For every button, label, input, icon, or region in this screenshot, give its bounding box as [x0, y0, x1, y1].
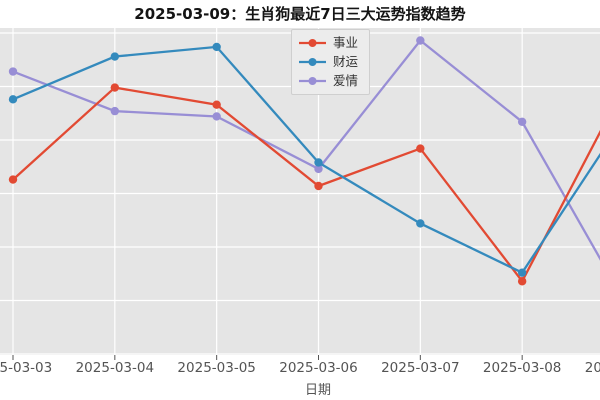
series-career [8, 83, 600, 286]
x-axis-label: 2025-03-03 [0, 360, 53, 376]
chart-title: 2025-03-09：生肖狗最近7日三大运势指数趋势 [134, 5, 466, 23]
data-point-marker [416, 219, 425, 228]
data-point-marker [517, 268, 527, 277]
legend-line-marker-icon [299, 39, 326, 47]
data-point-marker [110, 106, 120, 116]
x-axis-label: 2025-03-06 [279, 360, 358, 376]
data-point-marker [314, 158, 323, 167]
data-point-marker [8, 95, 18, 104]
data-point-marker [8, 67, 18, 76]
series-wealth [8, 42, 600, 277]
legend-item-label: 财运 [333, 53, 359, 69]
data-point-marker [110, 83, 120, 92]
data-point-marker [110, 52, 120, 61]
legend-item: 财运 [299, 53, 358, 71]
data-point-marker [212, 42, 221, 52]
legend-line-marker-icon [299, 77, 326, 85]
data-point-marker [416, 144, 425, 153]
data-point-marker [314, 164, 323, 174]
legend-item-label: 事业 [333, 34, 359, 50]
data-point-marker [517, 277, 527, 286]
data-point-marker [416, 36, 425, 45]
data-point-marker [8, 175, 18, 184]
x-axis-label: 2025-03-04 [75, 360, 155, 376]
legend-line-marker-icon [299, 58, 326, 66]
data-point-marker [314, 181, 323, 191]
x-axis-label: 2025-03-07 [381, 360, 460, 376]
data-point-marker [212, 100, 221, 109]
data-point-marker [212, 112, 221, 121]
legend-item-label: 爱情 [333, 72, 359, 88]
x-axis-label: 2025-03-09 [584, 360, 600, 376]
x-axis-label: 2025-03-05 [177, 360, 256, 376]
legend-item: 爱情 [299, 72, 358, 90]
series-love [8, 36, 600, 261]
data-point-marker [517, 117, 527, 127]
legend-item: 事业 [299, 34, 358, 52]
x-axis-title: 日期 [304, 383, 332, 398]
legend: 事业 财运 爱情 [291, 29, 371, 95]
x-axis-label: 2025-03-08 [482, 360, 562, 376]
